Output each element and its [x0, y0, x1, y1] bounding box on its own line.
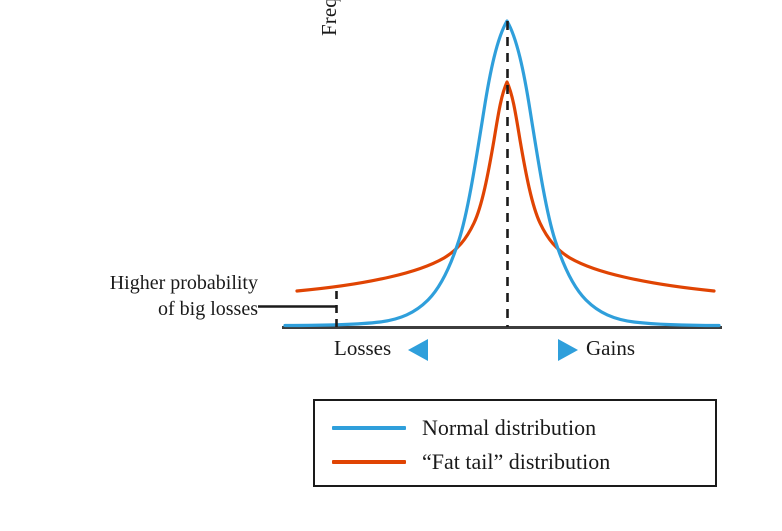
- legend-swatch-normal-icon: [332, 426, 406, 430]
- legend-swatch-fat-tail-icon: [332, 460, 406, 464]
- legend: Normal distribution “Fat tail” distribut…: [313, 399, 717, 487]
- tail-annotation-line-1: Higher probability: [109, 272, 258, 294]
- losses-arrow-icon: [408, 339, 428, 361]
- normal-curve: [283, 19, 721, 328]
- legend-label-normal: Normal distribution: [422, 415, 597, 440]
- y-axis-title: Frequency of events: [316, 0, 342, 36]
- axis-label-gains: Gains: [586, 336, 635, 360]
- fat-tail-curve: [295, 80, 716, 293]
- axis-label-losses: Losses: [334, 336, 392, 360]
- gains-arrow-icon: [558, 339, 578, 361]
- legend-item-normal: Normal distribution: [315, 411, 715, 445]
- legend-item-fat-tail: “Fat tail” distribution: [315, 445, 715, 479]
- tail-annotation-line-2: of big losses: [158, 298, 258, 320]
- tail-annotation: Higher probability of big losses: [18, 270, 258, 322]
- legend-label-fat-tail: “Fat tail” distribution: [422, 449, 611, 474]
